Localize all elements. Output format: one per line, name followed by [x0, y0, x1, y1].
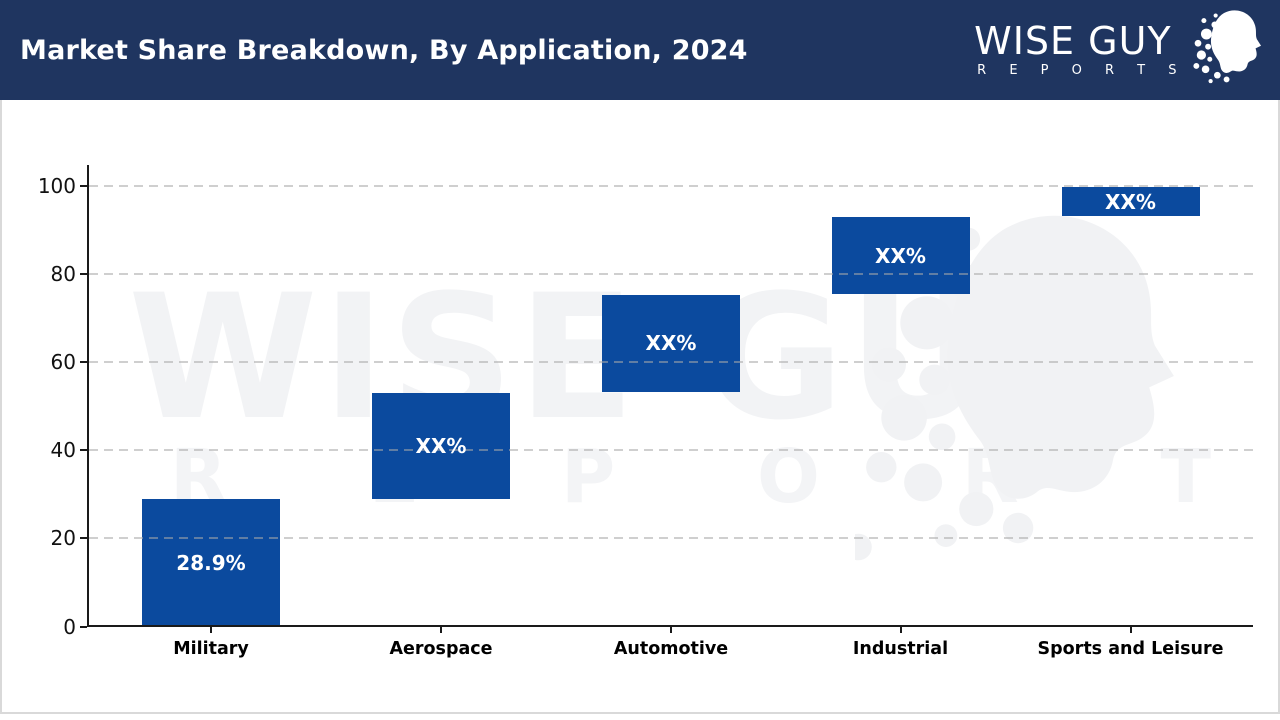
y-tick-label: 100: [37, 174, 76, 198]
gridline: [89, 273, 1253, 276]
bar-military: [142, 499, 280, 627]
y-tick-label: 80: [50, 262, 76, 287]
y-tick-mark: [80, 537, 87, 540]
x-category-label: Automotive: [613, 639, 729, 659]
y-tick-mark: [80, 361, 87, 364]
y-tick-label: 20: [50, 526, 76, 551]
x-tick-mark: [210, 627, 212, 633]
x-category-label: Industrial: [852, 639, 949, 659]
y-tick-mark: [80, 449, 87, 452]
bar-aerospace: [372, 392, 510, 499]
y-tick-label: 0: [63, 614, 76, 639]
x-axis-line: [87, 625, 1253, 627]
x-tick-mark: [670, 627, 672, 633]
y-tick-mark: [80, 625, 87, 628]
x-tick-mark: [1129, 627, 1132, 633]
chart-title: Market Share Breakdown, By Application, …: [20, 34, 748, 66]
x-category-label: Sports and Leisure: [1037, 639, 1224, 659]
bar-sports-and-leisure: [1061, 186, 1200, 217]
wiseguy-logo: WISE GUY R E P O R T S: [974, 6, 1266, 94]
bar-industrial: [831, 217, 970, 294]
bar-automotive: [602, 294, 740, 393]
y-tick-label: 40: [50, 438, 76, 463]
x-tick-mark: [440, 627, 442, 633]
x-category-label: Aerospace: [389, 639, 493, 659]
y-tick-label: 60: [50, 350, 76, 375]
logo-text-primary: WISE GUY: [974, 19, 1172, 63]
x-category-label: Military: [173, 639, 249, 659]
y-tick-mark: [80, 273, 87, 276]
header-bar: Market Share Breakdown, By Application, …: [0, 0, 1280, 100]
wiseguy-face-icon: [1193, 10, 1262, 84]
x-tick-mark: [899, 627, 902, 633]
y-tick-mark: [80, 185, 87, 187]
logo-text-secondary: R E P O R T S: [977, 63, 1186, 78]
y-axis-line: [87, 165, 89, 627]
gridline: [89, 449, 1253, 452]
